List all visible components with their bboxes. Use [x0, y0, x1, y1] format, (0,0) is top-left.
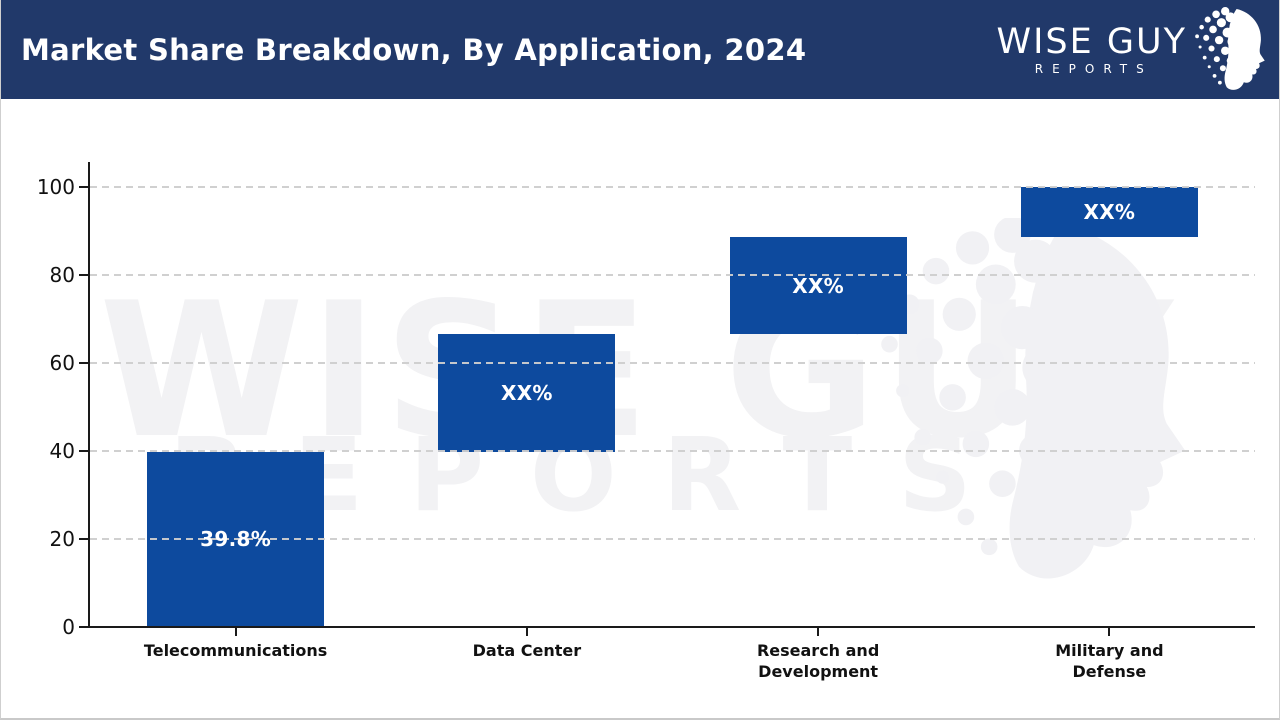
y-tick-label: 0 [62, 615, 75, 639]
gridline-80 [90, 274, 1255, 276]
category-label: Data Center [407, 640, 647, 661]
y-tick-mark [79, 362, 88, 364]
y-tick-label: 80 [49, 263, 75, 287]
y-tick-label: 20 [49, 527, 75, 551]
gridline-20 [90, 538, 1255, 540]
wiseguy-logo: WISE GUY REPORTS [996, 6, 1267, 93]
y-tick-mark [79, 450, 88, 452]
category-label-line: Defense [1072, 662, 1147, 681]
x-axis-line [88, 626, 1255, 628]
category-label-line: Research and [756, 641, 880, 660]
gridline-100 [90, 186, 1255, 188]
bar-value-label: XX% [792, 273, 845, 298]
gridline-40 [90, 450, 1255, 452]
bar-segment [729, 237, 907, 335]
bar-segment [438, 334, 616, 452]
y-tick-mark [79, 274, 88, 276]
category-label: Research and Development [698, 640, 938, 682]
y-tick-mark [79, 186, 88, 188]
header: Market Share Breakdown, By Application, … [1, 0, 1279, 99]
category-label: Military and Defense [989, 640, 1229, 682]
category-label-line: Development [758, 662, 879, 681]
category-label-line: Military and [1055, 641, 1164, 660]
y-tick-label: 60 [49, 351, 75, 375]
y-tick-mark [79, 538, 88, 540]
category-label-line: Telecommunications [143, 641, 328, 660]
page-title: Market Share Breakdown, By Application, … [21, 32, 807, 67]
x-tick-mark [1108, 628, 1111, 636]
bar-value-label: 39.8% [200, 527, 272, 552]
bar-value-label: XX% [1083, 200, 1136, 225]
bar-segment [1020, 187, 1198, 238]
x-tick-mark [817, 628, 820, 636]
y-tick-label: 100 [36, 175, 75, 199]
logo-subtitle: REPORTS [1034, 61, 1153, 76]
logo-text: WISE GUY REPORTS [996, 24, 1187, 76]
x-tick-mark [234, 628, 237, 636]
x-tick-mark [525, 628, 528, 636]
y-axis-line [88, 162, 90, 628]
dotted-face-profile-icon [1195, 6, 1265, 90]
category-label-line: Data Center [472, 641, 582, 660]
bar-value-label: XX% [500, 381, 553, 406]
y-tick-label: 40 [49, 439, 75, 463]
y-tick-mark [79, 626, 88, 628]
logo-wordmark: WISE GUY [996, 21, 1187, 62]
category-label: Telecommunications [116, 640, 356, 661]
gridline-60 [90, 362, 1255, 364]
